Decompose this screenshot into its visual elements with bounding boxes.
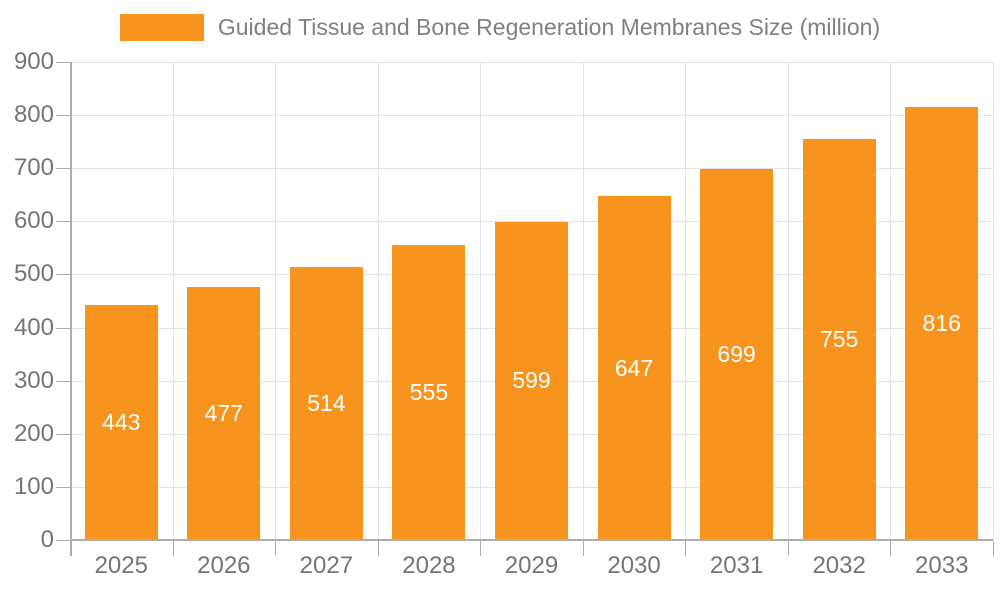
y-tick-mark — [56, 168, 70, 170]
bar-value-label: 477 — [204, 399, 244, 426]
legend-swatch — [119, 14, 204, 41]
bar: 816 — [905, 106, 979, 540]
y-tick-label: 300 — [13, 366, 54, 394]
y-axis-labels: 0 100 200 300 400 500 600 700 800 900 — [0, 48, 54, 553]
gridline-vertical — [787, 62, 789, 540]
y-tick-label: 600 — [13, 207, 54, 235]
y-tick-mark — [56, 433, 70, 435]
legend-label: Guided Tissue and Bone Regeneration Memb… — [217, 14, 881, 40]
bar: 477 — [187, 286, 261, 540]
y-tick-mark — [56, 62, 70, 63]
bar-value-label: 816 — [922, 309, 961, 336]
bar: 555 — [392, 245, 466, 540]
x-tick-mark — [787, 541, 789, 556]
x-tick-label: 2026 — [197, 552, 251, 579]
bar-value-label: 443 — [102, 408, 141, 435]
bar: 514 — [289, 267, 363, 540]
y-tick-mark — [56, 327, 70, 329]
bar-value-label: 514 — [307, 390, 346, 416]
y-tick-label: 400 — [13, 313, 54, 341]
gridline-vertical — [172, 62, 174, 540]
bar-value-label: 699 — [717, 340, 756, 367]
bar: 599 — [495, 221, 568, 540]
x-axis-line — [70, 539, 993, 541]
x-tick-mark — [172, 541, 174, 556]
gridline-horizontal — [70, 115, 993, 117]
plot-area: 443 477 514 555 599 647 699 755 816 — [56, 62, 994, 556]
y-tick-label: 100 — [13, 472, 54, 500]
x-tick-mark — [377, 541, 379, 556]
x-tick-mark — [480, 541, 482, 556]
y-tick-label: 700 — [13, 154, 54, 182]
x-tick-mark — [890, 541, 892, 556]
bar-value-label: 555 — [409, 379, 449, 406]
y-tick-mark — [56, 540, 70, 541]
y-tick-mark — [56, 486, 70, 488]
y-tick-label: 900 — [13, 48, 54, 75]
x-tick-label: 2032 — [812, 552, 866, 579]
y-tick-label: 200 — [13, 419, 54, 447]
gridline-vertical — [480, 62, 482, 540]
gridline-horizontal — [70, 62, 993, 63]
x-tick-mark — [275, 541, 277, 556]
x-tick-label: 2025 — [94, 552, 148, 579]
gridline-horizontal — [70, 221, 993, 223]
bar: 755 — [802, 139, 876, 540]
bar-value-label: 647 — [614, 354, 654, 381]
x-tick-label: 2030 — [607, 552, 661, 579]
x-tick-label: 2029 — [504, 552, 559, 579]
gridline-vertical — [275, 62, 277, 540]
y-tick-mark — [56, 115, 70, 117]
x-tick-label: 2033 — [915, 552, 969, 579]
bar: 647 — [597, 196, 671, 540]
y-tick-mark — [56, 380, 70, 382]
gridline-vertical — [993, 62, 994, 540]
y-axis-line — [70, 62, 72, 556]
gridline-vertical — [582, 62, 584, 540]
legend[interactable]: Guided Tissue and Bone Regeneration Memb… — [0, 14, 1000, 41]
x-axis-labels: 2025 2026 2027 2028 2029 2030 2031 2032 2033 — [70, 552, 993, 586]
gridline-horizontal — [70, 168, 993, 170]
x-tick-label: 2027 — [299, 552, 354, 579]
gridline-vertical — [377, 62, 379, 540]
y-tick-label: 0 — [40, 526, 54, 553]
bar-value-label: 599 — [512, 367, 551, 394]
y-tick-mark — [56, 221, 70, 223]
bar-value-label: 755 — [819, 326, 859, 352]
bar: 443 — [84, 304, 158, 540]
gridline-vertical — [685, 62, 687, 540]
x-tick-mark — [993, 541, 994, 556]
y-tick-label: 800 — [13, 101, 54, 129]
gridline-vertical — [890, 62, 892, 540]
y-tick-label: 500 — [13, 260, 54, 288]
bar: 699 — [700, 168, 774, 540]
y-tick-mark — [56, 274, 70, 276]
x-tick-mark — [70, 541, 71, 556]
x-tick-label: 2031 — [709, 552, 764, 579]
x-tick-label: 2028 — [402, 552, 456, 579]
x-tick-mark — [582, 541, 584, 556]
x-tick-mark — [685, 541, 687, 556]
